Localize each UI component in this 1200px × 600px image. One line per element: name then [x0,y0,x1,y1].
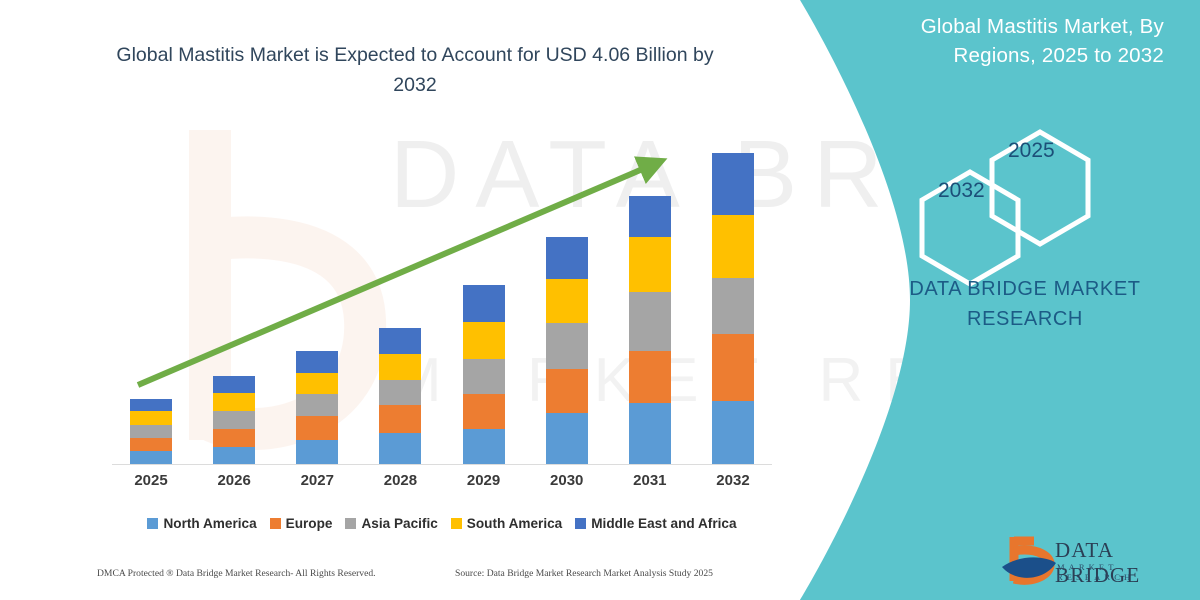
bar-segment [462,322,505,359]
legend-item: North America [147,515,257,531]
bar-segment [462,358,505,395]
bar-segment [379,353,422,380]
legend-item: Europe [269,515,333,531]
logo-name: DATA BRIDGE [1055,538,1141,587]
bar-segment [379,379,422,406]
page-title: Global Mastitis Market is Expected to Ac… [116,44,714,96]
bar-segment [462,284,505,323]
bar-segment [628,195,671,238]
bar-segment [296,350,339,373]
bar-segment [213,375,256,394]
logo-subtitle: MARKET RESEARCH [1057,562,1135,582]
bar-2025 [130,399,172,464]
legend-swatch-icon [147,517,159,529]
brand-panel: Global Mastitis Market, By Regions, 2025… [780,0,1200,600]
bar-2032 [711,153,754,464]
stacked-bar-chart [112,140,772,465]
bar-group [112,140,772,464]
bar-segment [462,394,505,429]
legend-item: Middle East and Africa [575,515,737,531]
bar-segment [296,372,339,395]
bar-segment [130,411,172,425]
bar-segment [545,323,588,369]
bar-2030 [545,237,588,464]
bar-segment [545,413,588,464]
x-axis-label: 2029 [466,472,501,489]
x-axis-label: 2028 [383,472,418,489]
x-axis-label: 2030 [550,472,584,489]
bar-segment [379,328,422,354]
bar-segment [379,405,422,433]
footer-copyright: DMCA Protected ® Data Bridge Market Rese… [97,568,376,579]
bar-segment [711,153,754,215]
x-axis-labels: 2025 2026 2027 2028 2029 2030 2031 2032 [112,472,772,496]
bar-2031 [628,195,671,464]
legend-swatch-icon [575,517,587,529]
bar-segment [628,350,671,404]
bar-segment [130,437,172,451]
bar-segment [130,424,172,438]
bar-segment [213,446,256,464]
legend-label: North America [163,515,257,531]
legend-swatch-icon [269,517,281,529]
legend-label: Europe [285,515,333,531]
bar-segment [130,450,172,464]
legend-label: Asia Pacific [361,515,438,531]
panel-title: Global Mastitis Market, By Regions, 2025… [920,15,1164,67]
bar-segment [545,278,588,324]
x-axis-label: 2031 [633,472,667,489]
chart-legend: North America Europe Asia Pacific South Ame… [112,512,772,534]
bar-2028 [379,328,422,464]
x-axis-label: 2027 [300,472,334,489]
bar-segment [296,439,339,464]
legend-item: Asia Pacific [345,515,438,531]
bar-segment [296,394,339,417]
brand-name: DATA BRIDGE MARKET RESEARCH [780,274,1200,334]
footer-source: Source: Data Bridge Market Research Mark… [455,568,713,579]
bar-segment [711,401,754,464]
x-axis-line [112,464,772,465]
legend-label: South America [466,515,563,531]
bar-segment [213,411,256,429]
bar-segment [213,428,256,447]
bar-segment [711,214,754,278]
bar-segment [628,403,671,464]
bar-segment [628,291,671,351]
legend-item: South America [450,515,563,531]
x-axis-label: 2032 [716,472,750,489]
bar-2029 [462,284,505,464]
bar-segment [379,432,422,464]
bar-segment [711,277,754,335]
legend-swatch-icon [345,517,357,529]
bar-2027 [296,350,339,464]
bar-segment [545,237,588,279]
legend-swatch-icon [450,517,462,529]
bar-segment [296,416,339,440]
bar-segment [462,428,505,464]
bar-2026 [213,375,256,464]
bar-segment [213,393,256,412]
brand-line-2: RESEARCH [967,308,1083,330]
bar-segment [711,334,754,402]
databridge-b-icon [1000,533,1190,587]
bar-segment [545,368,588,414]
legend-label: Middle East and Africa [591,515,737,531]
bar-segment [628,237,671,292]
x-axis-label: 2025 [134,472,168,489]
bar-segment [130,399,172,412]
brand-line-1: DATA BRIDGE MARKET [909,278,1141,300]
x-axis-label: 2026 [217,472,251,489]
